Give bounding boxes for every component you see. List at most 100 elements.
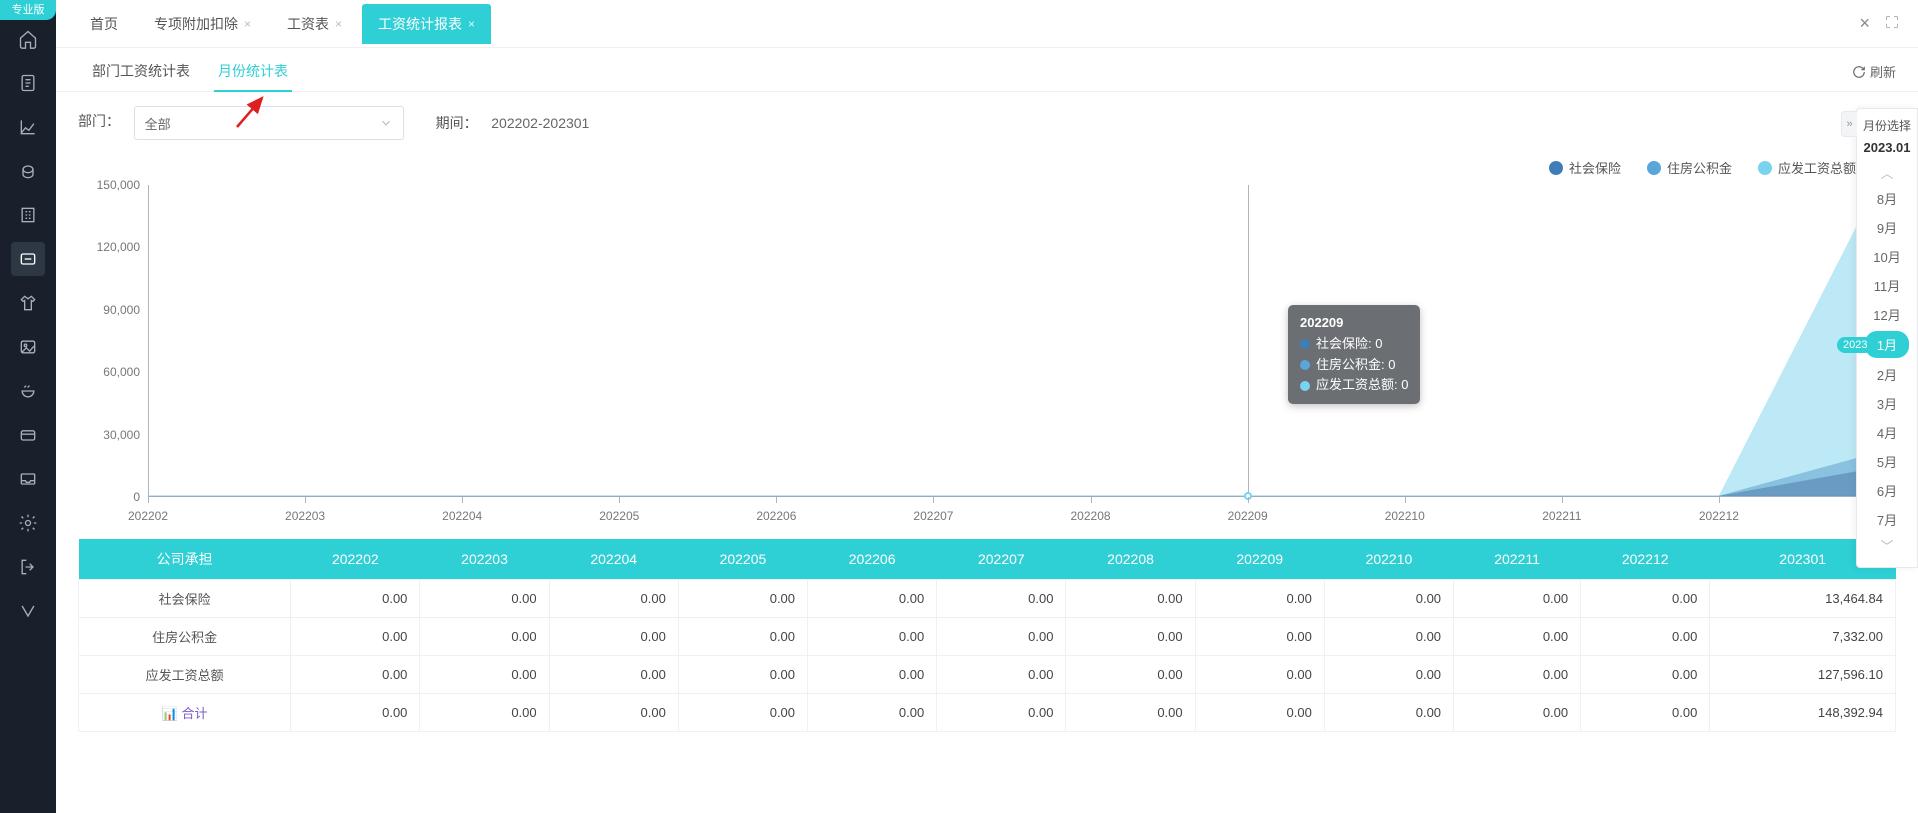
month-item[interactable]: 11月 <box>1857 271 1917 300</box>
table-cell: 0.00 <box>1581 694 1710 732</box>
salary-icon[interactable] <box>11 242 45 276</box>
x-tick-label: 202202 <box>128 509 168 523</box>
table-cell: 0.00 <box>678 656 807 694</box>
table-cell: 0.00 <box>1066 618 1195 656</box>
table-header-cell: 202204 <box>549 539 678 580</box>
chart-crosshair <box>1248 185 1249 496</box>
table-total-row: 📊 合计0.000.000.000.000.000.000.000.000.00… <box>79 694 1896 732</box>
v-icon[interactable] <box>17 600 39 622</box>
doc-icon[interactable] <box>17 72 39 94</box>
tooltip-label: 社会保险: 0 <box>1316 334 1382 355</box>
tab-label: 工资统计报表 <box>378 14 462 34</box>
tab-salary-report[interactable]: 工资统计报表 × <box>362 4 491 44</box>
tray-icon[interactable] <box>17 468 39 490</box>
y-tick-label: 30,000 <box>103 428 140 442</box>
refresh-label: 刷新 <box>1870 62 1896 81</box>
table-cell: 0.00 <box>420 618 549 656</box>
y-tick-label: 60,000 <box>103 365 140 379</box>
month-panel-year: 2023.01 <box>1857 138 1917 161</box>
chart-tooltip: 202209社会保险: 0住房公积金: 0应发工资总额: 0 <box>1288 305 1420 404</box>
table-cell: 0.00 <box>678 694 807 732</box>
card-icon[interactable] <box>17 424 39 446</box>
month-item[interactable]: 5月 <box>1857 447 1917 476</box>
table-cell: 0.00 <box>1324 694 1453 732</box>
month-item[interactable]: 1月2023 <box>1865 331 1909 358</box>
legend-item[interactable]: 住房公积金 <box>1647 158 1732 177</box>
table-header-cell: 202203 <box>420 539 549 580</box>
table-cell: 0.00 <box>291 580 420 618</box>
close-icon[interactable]: × <box>468 17 475 31</box>
legend-item[interactable]: 应发工资总额 <box>1758 158 1856 177</box>
month-item[interactable]: 7月 <box>1857 505 1917 534</box>
table-row-label: 应发工资总额 <box>79 656 291 694</box>
legend-item[interactable]: 社会保险 <box>1549 158 1621 177</box>
filter-bar: 部门： 全部 期间： 202202-202301 <box>56 92 1918 154</box>
table-cell: 13,464.84 <box>1710 580 1896 618</box>
chart-icon[interactable] <box>17 116 39 138</box>
tab-salary-sheet[interactable]: 工资表× <box>271 4 358 44</box>
table-cell: 0.00 <box>1454 656 1581 694</box>
table-header-cell: 202205 <box>678 539 807 580</box>
table-header-cell: 202210 <box>1324 539 1453 580</box>
chart[interactable]: 030,00060,00090,000120,000150,000 202209… <box>148 185 1876 525</box>
table-cell: 0.00 <box>678 580 807 618</box>
table-cell: 0.00 <box>1324 618 1453 656</box>
table-cell: 0.00 <box>1066 656 1195 694</box>
building-icon[interactable] <box>17 204 39 226</box>
home-icon[interactable] <box>17 28 39 50</box>
month-scroll-up[interactable]: ︿ <box>1857 161 1917 184</box>
month-item[interactable]: 9月 <box>1857 213 1917 242</box>
collapse-handle[interactable]: » <box>1841 111 1857 137</box>
table-cell: 0.00 <box>1581 580 1710 618</box>
month-item[interactable]: 3月 <box>1857 389 1917 418</box>
month-item[interactable]: 2月 <box>1857 360 1917 389</box>
dept-select[interactable]: 全部 <box>134 106 404 140</box>
table-cell: 0.00 <box>808 618 937 656</box>
table-cell: 127,596.10 <box>1710 656 1896 694</box>
x-tick-label: 202211 <box>1542 509 1581 523</box>
x-tick-label: 202210 <box>1385 509 1425 523</box>
subtabs: 部门工资统计表 月份统计表 刷新 <box>56 48 1918 92</box>
legend-label: 社会保险 <box>1569 158 1621 177</box>
month-item[interactable]: 6月 <box>1857 476 1917 505</box>
tooltip-label: 应发工资总额: 0 <box>1316 375 1408 396</box>
money-icon[interactable] <box>17 160 39 182</box>
table-cell: 0.00 <box>1195 618 1324 656</box>
subtab-dept[interactable]: 部门工资统计表 <box>78 51 204 91</box>
month-item[interactable]: 8月 <box>1857 184 1917 213</box>
bowl-icon[interactable] <box>17 380 39 402</box>
table-row-label: 📊 合计 <box>79 694 291 732</box>
refresh-button[interactable]: 刷新 <box>1852 62 1896 91</box>
tab-deduction[interactable]: 专项附加扣除× <box>138 4 267 44</box>
close-icon[interactable]: × <box>335 17 342 31</box>
month-item[interactable]: 12月 <box>1857 300 1917 329</box>
y-tick-label: 150,000 <box>97 178 140 192</box>
tab-home[interactable]: 首页 <box>74 4 134 44</box>
month-item[interactable]: 4月 <box>1857 418 1917 447</box>
logout-icon[interactable] <box>17 556 39 578</box>
dept-label: 部门： <box>78 113 120 129</box>
fullscreen-icon[interactable] <box>1884 14 1900 33</box>
table-row-label: 社会保险 <box>79 580 291 618</box>
plot-area: 202209社会保险: 0住房公积金: 0应发工资总额: 0 <box>148 185 1876 497</box>
tooltip-row: 社会保险: 0 <box>1300 334 1408 355</box>
table-cell: 0.00 <box>808 694 937 732</box>
subtab-month[interactable]: 月份统计表 <box>204 51 302 91</box>
tooltip-dot <box>1300 339 1310 349</box>
table-cell: 0.00 <box>1066 694 1195 732</box>
table-cell: 0.00 <box>420 656 549 694</box>
chevron-down-icon <box>379 116 393 130</box>
table-cell: 0.00 <box>549 656 678 694</box>
table-cell: 0.00 <box>808 656 937 694</box>
month-item[interactable]: 10月 <box>1857 242 1917 271</box>
clothes-icon[interactable] <box>17 292 39 314</box>
y-axis: 030,00060,00090,000120,000150,000 <box>80 185 140 497</box>
table-cell: 0.00 <box>420 580 549 618</box>
dept-select-value: 全部 <box>145 114 171 133</box>
month-scroll-down[interactable]: ﹀ <box>1857 534 1917 557</box>
close-all-icon[interactable]: × <box>1859 13 1870 34</box>
tooltip-dot <box>1300 381 1310 391</box>
gear-icon[interactable] <box>17 512 39 534</box>
close-icon[interactable]: × <box>244 17 251 31</box>
image-icon[interactable] <box>17 336 39 358</box>
